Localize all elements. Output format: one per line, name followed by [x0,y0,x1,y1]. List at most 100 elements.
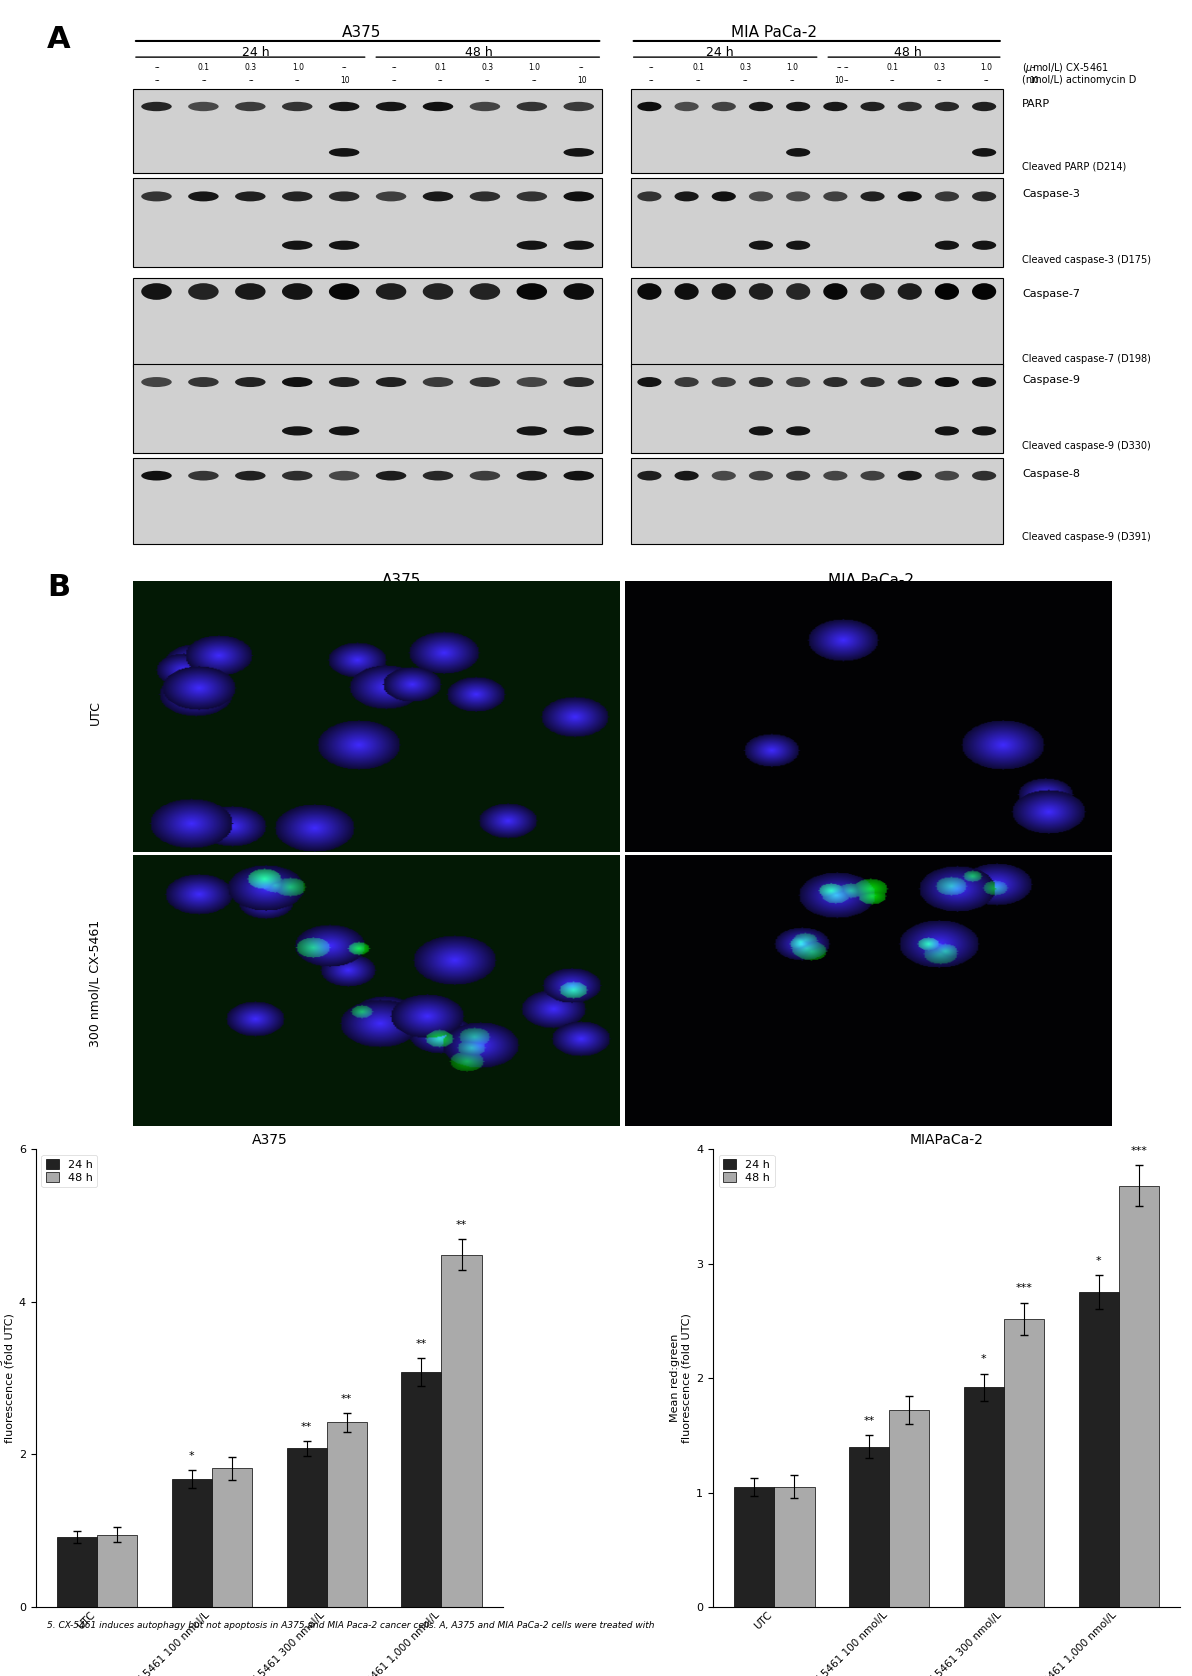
Text: --: -- [154,64,160,72]
Ellipse shape [675,377,699,387]
Text: --: -- [983,75,989,85]
Ellipse shape [188,471,218,481]
Ellipse shape [564,241,594,250]
Text: --: -- [391,75,397,85]
Bar [1118,1187,1159,1607]
Ellipse shape [329,102,360,111]
Ellipse shape [898,283,921,300]
Text: --: -- [154,75,160,85]
Ellipse shape [749,426,774,436]
Bar [1004,1319,1044,1607]
Text: 48 h: 48 h [894,47,921,59]
Ellipse shape [786,241,811,250]
Text: 0.3: 0.3 [244,64,257,72]
Ellipse shape [971,191,997,201]
Text: 0.1: 0.1 [435,64,447,72]
Text: **: ** [341,1394,353,1404]
Ellipse shape [516,102,547,111]
Ellipse shape [329,191,360,201]
Text: 10: 10 [834,75,844,85]
Ellipse shape [329,283,360,300]
Ellipse shape [470,102,501,111]
Ellipse shape [786,283,811,300]
Bar [402,1373,441,1607]
Bar [172,1478,212,1607]
Ellipse shape [141,377,172,387]
Ellipse shape [861,377,884,387]
Text: ($\mu$mol/L) CX-5461: ($\mu$mol/L) CX-5461 [1023,60,1109,75]
Ellipse shape [516,471,547,481]
Ellipse shape [935,102,960,111]
Ellipse shape [470,471,501,481]
Ellipse shape [188,377,218,387]
Text: 5. CX-5461 induces autophagy but not apoptosis in A375 and MIA Paca-2 cancer cel: 5. CX-5461 induces autophagy but not apo… [48,1621,654,1631]
Ellipse shape [675,283,699,300]
Ellipse shape [935,377,960,387]
Ellipse shape [749,377,774,387]
Text: --: -- [648,75,654,85]
Ellipse shape [470,377,501,387]
Ellipse shape [712,102,735,111]
Text: --: -- [843,64,849,72]
Text: 1.0: 1.0 [787,64,799,72]
Text: --: -- [248,75,254,85]
Text: *: * [981,1354,987,1364]
Ellipse shape [283,102,312,111]
Ellipse shape [235,102,266,111]
Ellipse shape [638,102,662,111]
Ellipse shape [935,471,960,481]
Text: Cleaved PARP (D214): Cleaved PARP (D214) [1023,161,1126,171]
Text: 10: 10 [1029,75,1038,85]
Bar [631,458,1002,545]
Text: UTC: UTC [88,701,101,724]
Ellipse shape [675,191,699,201]
Ellipse shape [283,191,312,201]
Ellipse shape [824,377,848,387]
Text: (nmol/L) actinomycin D: (nmol/L) actinomycin D [1023,75,1136,85]
Ellipse shape [898,471,921,481]
Ellipse shape [564,377,594,387]
Ellipse shape [971,241,997,250]
Text: --: -- [937,75,943,85]
Ellipse shape [564,471,594,481]
Ellipse shape [470,283,501,300]
Ellipse shape [935,191,960,201]
Text: --: -- [789,75,795,85]
Text: --: -- [696,75,701,85]
Bar [1079,1292,1118,1607]
Ellipse shape [564,191,594,201]
Text: 0.1: 0.1 [693,64,704,72]
Ellipse shape [898,191,921,201]
Text: --: -- [579,64,584,72]
Ellipse shape [329,426,360,436]
Bar [631,364,1002,453]
Text: ***: *** [1130,1146,1147,1156]
Ellipse shape [786,147,811,158]
Ellipse shape [971,426,997,436]
Text: --: -- [532,75,538,85]
Bar [631,178,1002,266]
Text: --: -- [439,75,443,85]
Ellipse shape [861,102,884,111]
Y-axis label: Mean red:green
fluorescence (fold UTC): Mean red:green fluorescence (fold UTC) [670,1314,693,1443]
Ellipse shape [898,102,921,111]
Ellipse shape [786,471,811,481]
Ellipse shape [141,191,172,201]
Bar [631,278,1002,367]
Ellipse shape [375,283,406,300]
Ellipse shape [375,471,406,481]
Text: **: ** [455,1220,467,1230]
Ellipse shape [861,283,884,300]
Ellipse shape [375,191,406,201]
Ellipse shape [824,283,848,300]
Text: A: A [48,25,70,54]
Text: B: B [48,573,70,602]
Ellipse shape [235,377,266,387]
Title: A375: A375 [252,1133,287,1146]
Ellipse shape [375,102,406,111]
Text: Caspase-9: Caspase-9 [1023,375,1080,385]
Bar [134,364,602,453]
Bar [734,1487,775,1607]
Text: **: ** [300,1421,312,1431]
Ellipse shape [564,426,594,436]
